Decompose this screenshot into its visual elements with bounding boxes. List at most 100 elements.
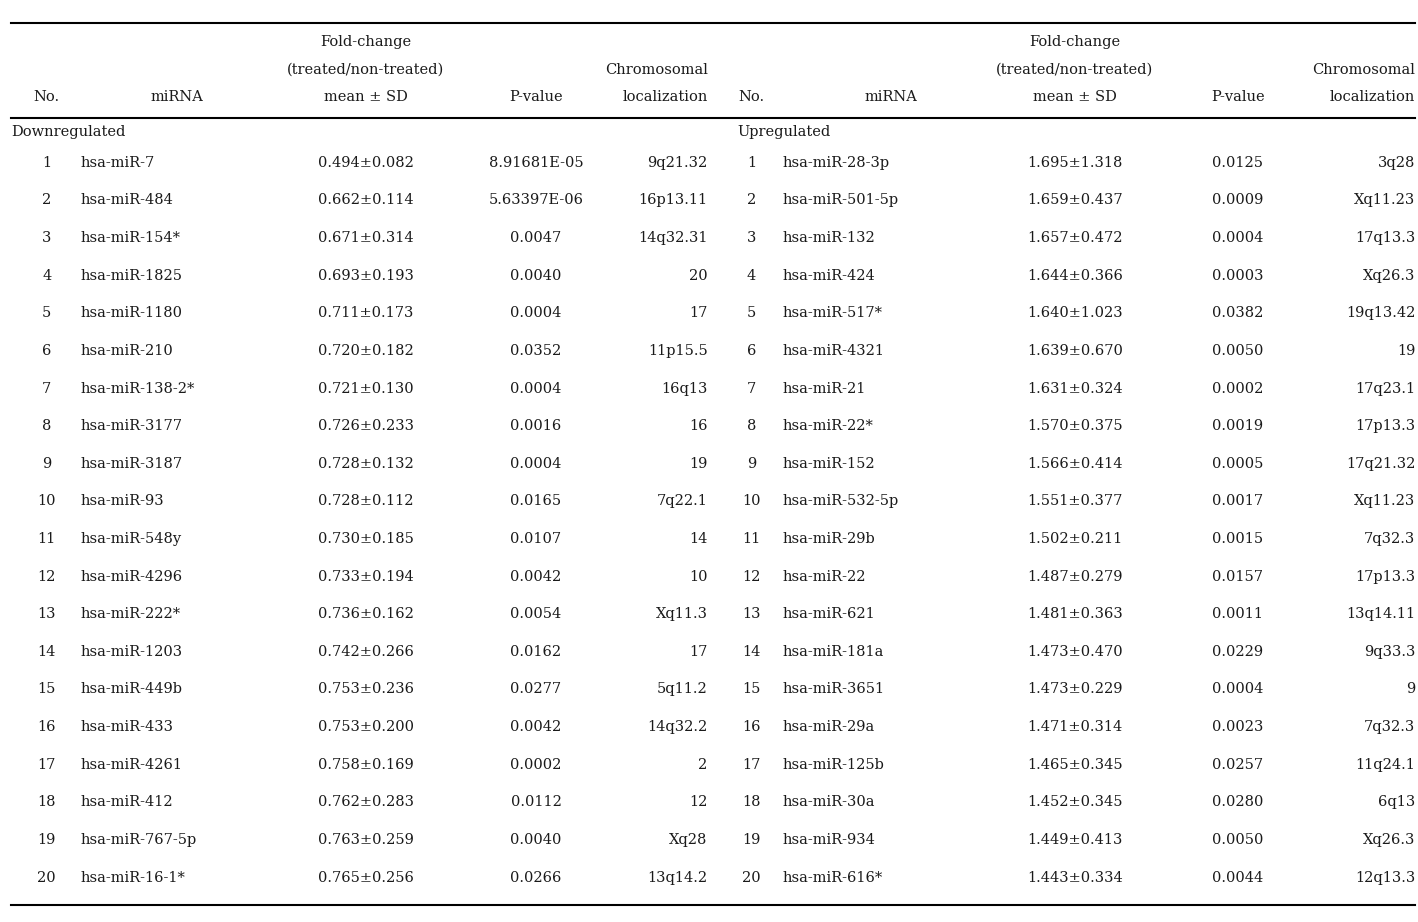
Text: 0.0229: 0.0229 [1212, 644, 1263, 659]
Text: hsa-miR-934: hsa-miR-934 [783, 833, 875, 847]
Text: 7q32.3: 7q32.3 [1364, 532, 1415, 546]
Text: 4: 4 [747, 268, 756, 283]
Text: 0.728±0.112: 0.728±0.112 [318, 494, 414, 508]
Text: 0.0277: 0.0277 [510, 682, 562, 696]
Text: 0.0054: 0.0054 [510, 608, 562, 621]
Text: 0.0107: 0.0107 [510, 532, 562, 546]
Text: 0.0004: 0.0004 [1212, 231, 1263, 245]
Text: 2: 2 [43, 194, 51, 207]
Text: hsa-miR-3651: hsa-miR-3651 [783, 682, 885, 696]
Text: 13q14.2: 13q14.2 [648, 870, 708, 884]
Text: 0.753±0.236: 0.753±0.236 [318, 682, 414, 696]
Text: 14q32.2: 14q32.2 [648, 720, 708, 734]
Text: hsa-miR-532-5p: hsa-miR-532-5p [783, 494, 899, 508]
Text: 19: 19 [689, 456, 708, 471]
Text: 14: 14 [743, 644, 760, 659]
Text: 0.0002: 0.0002 [1212, 382, 1263, 396]
Text: Downregulated: Downregulated [11, 125, 126, 139]
Text: hsa-miR-621: hsa-miR-621 [783, 608, 875, 621]
Text: 5q11.2: 5q11.2 [657, 682, 708, 696]
Text: 0.0011: 0.0011 [1212, 608, 1263, 621]
Text: 11p15.5: 11p15.5 [648, 344, 708, 358]
Text: 0.0050: 0.0050 [1212, 344, 1263, 358]
Text: Fold-change: Fold-change [320, 35, 411, 49]
Text: 0.728±0.132: 0.728±0.132 [318, 456, 414, 471]
Text: 6q13: 6q13 [1378, 796, 1415, 810]
Text: miRNA: miRNA [150, 90, 204, 104]
Text: hsa-miR-222*: hsa-miR-222* [81, 608, 182, 621]
Text: 16: 16 [742, 720, 761, 734]
Text: 0.0040: 0.0040 [510, 268, 562, 283]
Text: 18: 18 [37, 796, 57, 810]
Text: 15: 15 [743, 682, 760, 696]
Text: Chromosomal: Chromosomal [604, 63, 708, 77]
Text: 1.640±1.023: 1.640±1.023 [1027, 306, 1123, 320]
Text: 0.742±0.266: 0.742±0.266 [318, 644, 414, 659]
Text: hsa-miR-7: hsa-miR-7 [81, 156, 155, 170]
Text: 0.0280: 0.0280 [1212, 796, 1263, 810]
Text: 0.0044: 0.0044 [1212, 870, 1263, 884]
Text: 0.763±0.259: 0.763±0.259 [318, 833, 414, 847]
Text: 0.693±0.193: 0.693±0.193 [318, 268, 414, 283]
Text: 0.720±0.182: 0.720±0.182 [318, 344, 414, 358]
Text: hsa-miR-4296: hsa-miR-4296 [81, 570, 183, 584]
Text: 7q22.1: 7q22.1 [657, 494, 708, 508]
Text: 11: 11 [38, 532, 55, 546]
Text: 4: 4 [43, 268, 51, 283]
Text: P-value: P-value [509, 90, 563, 104]
Text: 0.758±0.169: 0.758±0.169 [318, 758, 414, 772]
Text: hsa-miR-125b: hsa-miR-125b [783, 758, 885, 772]
Text: 17: 17 [689, 644, 708, 659]
Text: hsa-miR-1180: hsa-miR-1180 [81, 306, 183, 320]
Text: 5.63397E-06: 5.63397E-06 [489, 194, 583, 207]
Text: 1.443±0.334: 1.443±0.334 [1027, 870, 1123, 884]
Text: 1.551±0.377: 1.551±0.377 [1027, 494, 1123, 508]
Text: 5: 5 [43, 306, 51, 320]
Text: 12: 12 [38, 570, 55, 584]
Text: 0.0047: 0.0047 [510, 231, 562, 245]
Text: hsa-miR-412: hsa-miR-412 [81, 796, 173, 810]
Text: 3q28: 3q28 [1378, 156, 1415, 170]
Text: 7: 7 [43, 382, 51, 396]
Text: hsa-miR-484: hsa-miR-484 [81, 194, 173, 207]
Text: 17q23.1: 17q23.1 [1356, 382, 1415, 396]
Text: 3: 3 [43, 231, 51, 245]
Text: 0.0016: 0.0016 [510, 420, 562, 433]
Text: 10: 10 [37, 494, 57, 508]
Text: hsa-miR-517*: hsa-miR-517* [783, 306, 883, 320]
Text: 1: 1 [43, 156, 51, 170]
Text: 1.657±0.472: 1.657±0.472 [1027, 231, 1123, 245]
Text: 9: 9 [1405, 682, 1415, 696]
Text: Xq11.3: Xq11.3 [655, 608, 708, 621]
Text: 0.0002: 0.0002 [510, 758, 562, 772]
Text: hsa-miR-138-2*: hsa-miR-138-2* [81, 382, 196, 396]
Text: 8: 8 [747, 420, 756, 433]
Text: 2: 2 [747, 194, 756, 207]
Text: 18: 18 [742, 796, 761, 810]
Text: miRNA: miRNA [864, 90, 917, 104]
Text: 7q32.3: 7q32.3 [1364, 720, 1415, 734]
Text: 0.0005: 0.0005 [1212, 456, 1263, 471]
Text: hsa-miR-1203: hsa-miR-1203 [81, 644, 183, 659]
Text: hsa-miR-3177: hsa-miR-3177 [81, 420, 183, 433]
Text: 17: 17 [743, 758, 760, 772]
Text: hsa-miR-22*: hsa-miR-22* [783, 420, 873, 433]
Text: hsa-miR-21: hsa-miR-21 [783, 382, 866, 396]
Text: 0.0382: 0.0382 [1212, 306, 1263, 320]
Text: 0.0042: 0.0042 [510, 570, 562, 584]
Text: hsa-miR-616*: hsa-miR-616* [783, 870, 883, 884]
Text: 1.644±0.366: 1.644±0.366 [1027, 268, 1123, 283]
Text: 0.0004: 0.0004 [510, 306, 562, 320]
Text: hsa-miR-132: hsa-miR-132 [783, 231, 875, 245]
Text: 1.473±0.229: 1.473±0.229 [1027, 682, 1123, 696]
Text: hsa-miR-1825: hsa-miR-1825 [81, 268, 183, 283]
Text: 10: 10 [689, 570, 708, 584]
Text: 8: 8 [43, 420, 51, 433]
Text: 1.639±0.670: 1.639±0.670 [1027, 344, 1123, 358]
Text: 0.733±0.194: 0.733±0.194 [318, 570, 414, 584]
Text: 1.631±0.324: 1.631±0.324 [1027, 382, 1123, 396]
Text: 0.0004: 0.0004 [510, 456, 562, 471]
Text: 13: 13 [742, 608, 761, 621]
Text: 6: 6 [43, 344, 51, 358]
Text: 1: 1 [747, 156, 756, 170]
